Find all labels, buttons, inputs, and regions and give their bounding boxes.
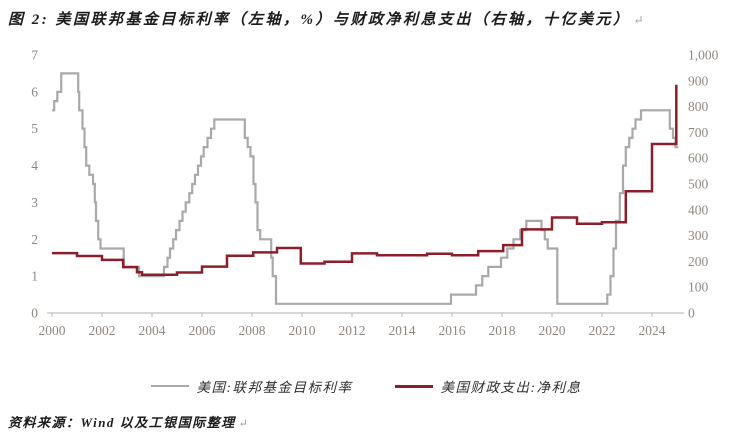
y-right-tick-label: 800: [688, 99, 709, 114]
figure-title-text: 图 2: 美国联邦基金目标利率（左轴，%）与财政净利息支出（右轴，十亿美元）: [8, 12, 631, 28]
line-chart: 2000 2002 2004 2006 2008 2010 2012 2014 2016 2018…: [31, 48, 719, 339]
fed-funds-rate-line: [52, 72, 679, 305]
x-tick-label: 2016: [439, 323, 466, 338]
y-right-tick-label: 700: [688, 125, 709, 140]
paragraph-return-mark: ↵: [238, 418, 248, 430]
legend-label-fed-funds-rate: 美国:联邦基金目标利率: [196, 380, 353, 395]
x-tick-label: 2012: [339, 323, 366, 338]
x-tick-label: 2008: [239, 323, 266, 338]
legend-label-net-interest: 美国财政支出:净利息: [440, 380, 582, 395]
y-right-tick-label: 300: [688, 228, 709, 243]
x-tick-label: 2002: [89, 323, 116, 338]
paragraph-return-mark: ↵: [633, 13, 644, 27]
y-right-tick-label: 0: [688, 306, 695, 321]
y-left-tick-label: 0: [31, 306, 38, 321]
y-right-tick-label: 400: [688, 202, 709, 217]
y-left-tick-label: 2: [31, 232, 38, 247]
x-tick-label: 2018: [489, 323, 516, 338]
x-tick-label: 2022: [589, 323, 616, 338]
y-left-tick-label: 6: [31, 84, 38, 99]
y-left-tick-label: 7: [31, 48, 38, 63]
x-tick-label: 2000: [39, 323, 66, 338]
legend-item-net-interest: 美国财政支出:净利息: [394, 376, 582, 396]
y-right-tick-label: 600: [688, 151, 709, 166]
net-interest-line: [52, 84, 678, 277]
source-text: 资料来源：Wind 以及工银国际整理: [8, 415, 236, 430]
y-left-tick-label: 4: [31, 158, 38, 173]
y-left-tick-label: 5: [31, 121, 38, 136]
y-right-tick-label: 500: [688, 177, 709, 192]
x-tick-label: 2014: [389, 323, 416, 338]
x-tick-label: 2010: [289, 323, 316, 338]
y-right-tick-label: 200: [688, 254, 709, 269]
y-left-tick-label: 3: [31, 195, 38, 210]
y-right-tick-label: 1,000: [688, 48, 719, 63]
source-note: 资料来源：Wind 以及工银国际整理 ↵: [8, 412, 248, 431]
x-tick-label: 2020: [539, 323, 566, 338]
x-tick-label: 2024: [639, 323, 666, 338]
rate-line-swatch: [150, 385, 189, 387]
legend-item-fed-funds-rate: 美国:联邦基金目标利率: [150, 376, 353, 396]
y-right-tick-label: 100: [688, 280, 709, 295]
x-tick-label: 2004: [139, 323, 166, 338]
x-tick-label: 2006: [189, 323, 216, 338]
y-right-tick-label: 900: [688, 73, 709, 88]
figure-title: 图 2: 美国联邦基金目标利率（左轴，%）与财政净利息支出（右轴，十亿美元） ↵: [8, 8, 724, 29]
y-left-tick-label: 1: [31, 269, 38, 284]
interest-line-swatch: [394, 384, 433, 388]
chart-legend: 美国:联邦基金目标利率 美国财政支出:净利息: [0, 374, 732, 398]
